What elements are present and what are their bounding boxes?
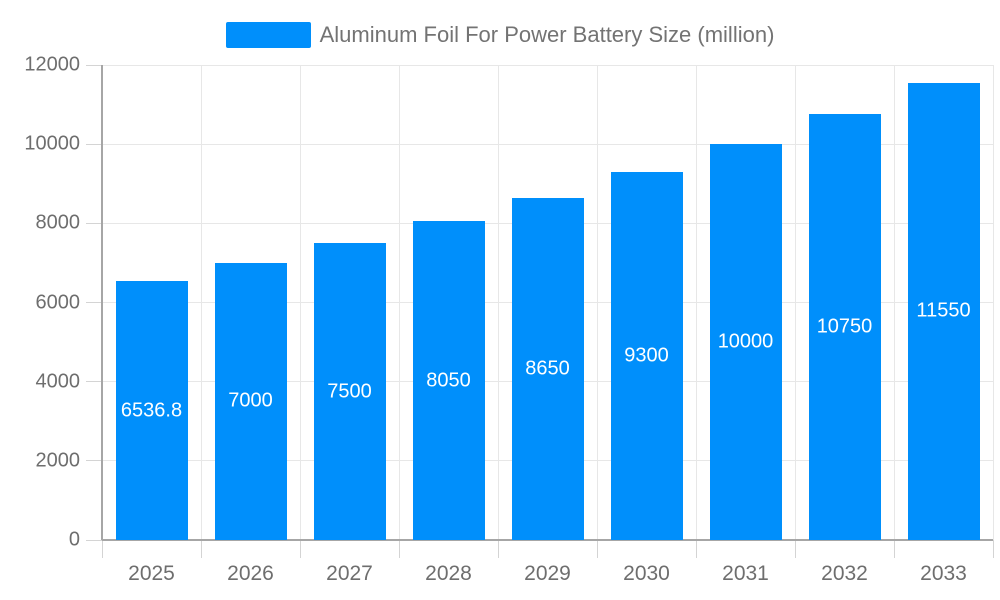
bar-2033[interactable] — [907, 82, 980, 540]
y-axis-label: 2000 — [35, 449, 81, 472]
bar-value-label: 10750 — [816, 315, 873, 338]
y-gridline — [102, 143, 993, 145]
y-axis-line — [101, 65, 103, 540]
bar-2027[interactable] — [313, 243, 386, 540]
x-axis-tick — [695, 540, 697, 558]
x-axis-label: 2030 — [623, 562, 670, 585]
bar-value-label: 8650 — [525, 357, 570, 380]
bar-2028[interactable] — [412, 221, 485, 540]
bar-value-label: 11550 — [916, 299, 971, 322]
x-axis-label: 2026 — [227, 562, 274, 585]
x-gridline — [497, 65, 499, 540]
legend-marker-swatch — [225, 22, 311, 48]
x-gridline — [299, 65, 301, 540]
x-axis-tick — [398, 540, 400, 558]
x-axis-tick — [101, 540, 103, 558]
y-axis-tick — [86, 64, 102, 66]
x-gridline — [695, 65, 697, 540]
y-axis-tick — [86, 302, 102, 303]
x-gridline — [992, 65, 994, 540]
x-axis-label: 2032 — [821, 562, 868, 585]
x-axis-label: 2025 — [128, 562, 175, 585]
y-axis-tick — [86, 143, 102, 145]
x-axis-label: 2031 — [722, 562, 769, 585]
bar-value-label: 6536.8 — [120, 399, 183, 422]
bar-value-label: 8050 — [426, 369, 471, 392]
y-axis-label: 6000 — [35, 291, 81, 313]
y-axis-label: 4000 — [35, 370, 81, 393]
x-axis-label: 2033 — [920, 562, 967, 585]
x-gridline — [893, 65, 895, 540]
bar-2031[interactable] — [709, 144, 782, 540]
y-axis-label: 12000 — [24, 53, 80, 76]
bar-value-label: 7500 — [327, 380, 372, 403]
x-axis-label: 2028 — [425, 562, 472, 585]
x-axis-tick — [992, 540, 994, 558]
bar-value-label: 9300 — [624, 344, 669, 367]
y-axis-tick — [86, 222, 102, 224]
x-gridline — [398, 65, 400, 540]
x-axis-tick — [200, 540, 202, 558]
y-axis-label: 10000 — [24, 132, 80, 155]
bar-2025[interactable] — [115, 281, 188, 540]
y-gridline — [102, 64, 993, 66]
y-axis-label: 8000 — [35, 211, 81, 234]
x-gridline — [596, 65, 598, 540]
bar-value-label: 10000 — [717, 330, 774, 353]
x-axis-line — [102, 539, 993, 541]
x-axis-tick — [893, 540, 895, 558]
x-axis-label: 2027 — [326, 562, 373, 585]
x-axis-tick — [596, 540, 598, 558]
x-gridline — [794, 65, 796, 540]
bar-value-label: 7000 — [228, 389, 273, 412]
y-axis-label: 0 — [68, 528, 80, 551]
x-gridline — [200, 65, 202, 540]
x-axis-tick — [794, 540, 796, 558]
x-axis-tick — [299, 540, 301, 558]
legend-series-label: Aluminum Foil For Power Battery Size (mi… — [319, 22, 775, 47]
y-axis-tick — [86, 381, 102, 383]
chart-legend[interactable]: Aluminum Foil For Power Battery Size (mi… — [0, 21, 1000, 49]
x-axis-tick — [497, 540, 499, 558]
y-axis-tick — [86, 460, 102, 462]
bar-2029[interactable] — [511, 197, 584, 540]
x-axis-label: 2029 — [524, 562, 571, 585]
bar-2026[interactable] — [214, 262, 287, 540]
bar-2030[interactable] — [610, 171, 683, 540]
bar-2032[interactable] — [808, 114, 881, 540]
y-axis-tick — [86, 539, 102, 541]
